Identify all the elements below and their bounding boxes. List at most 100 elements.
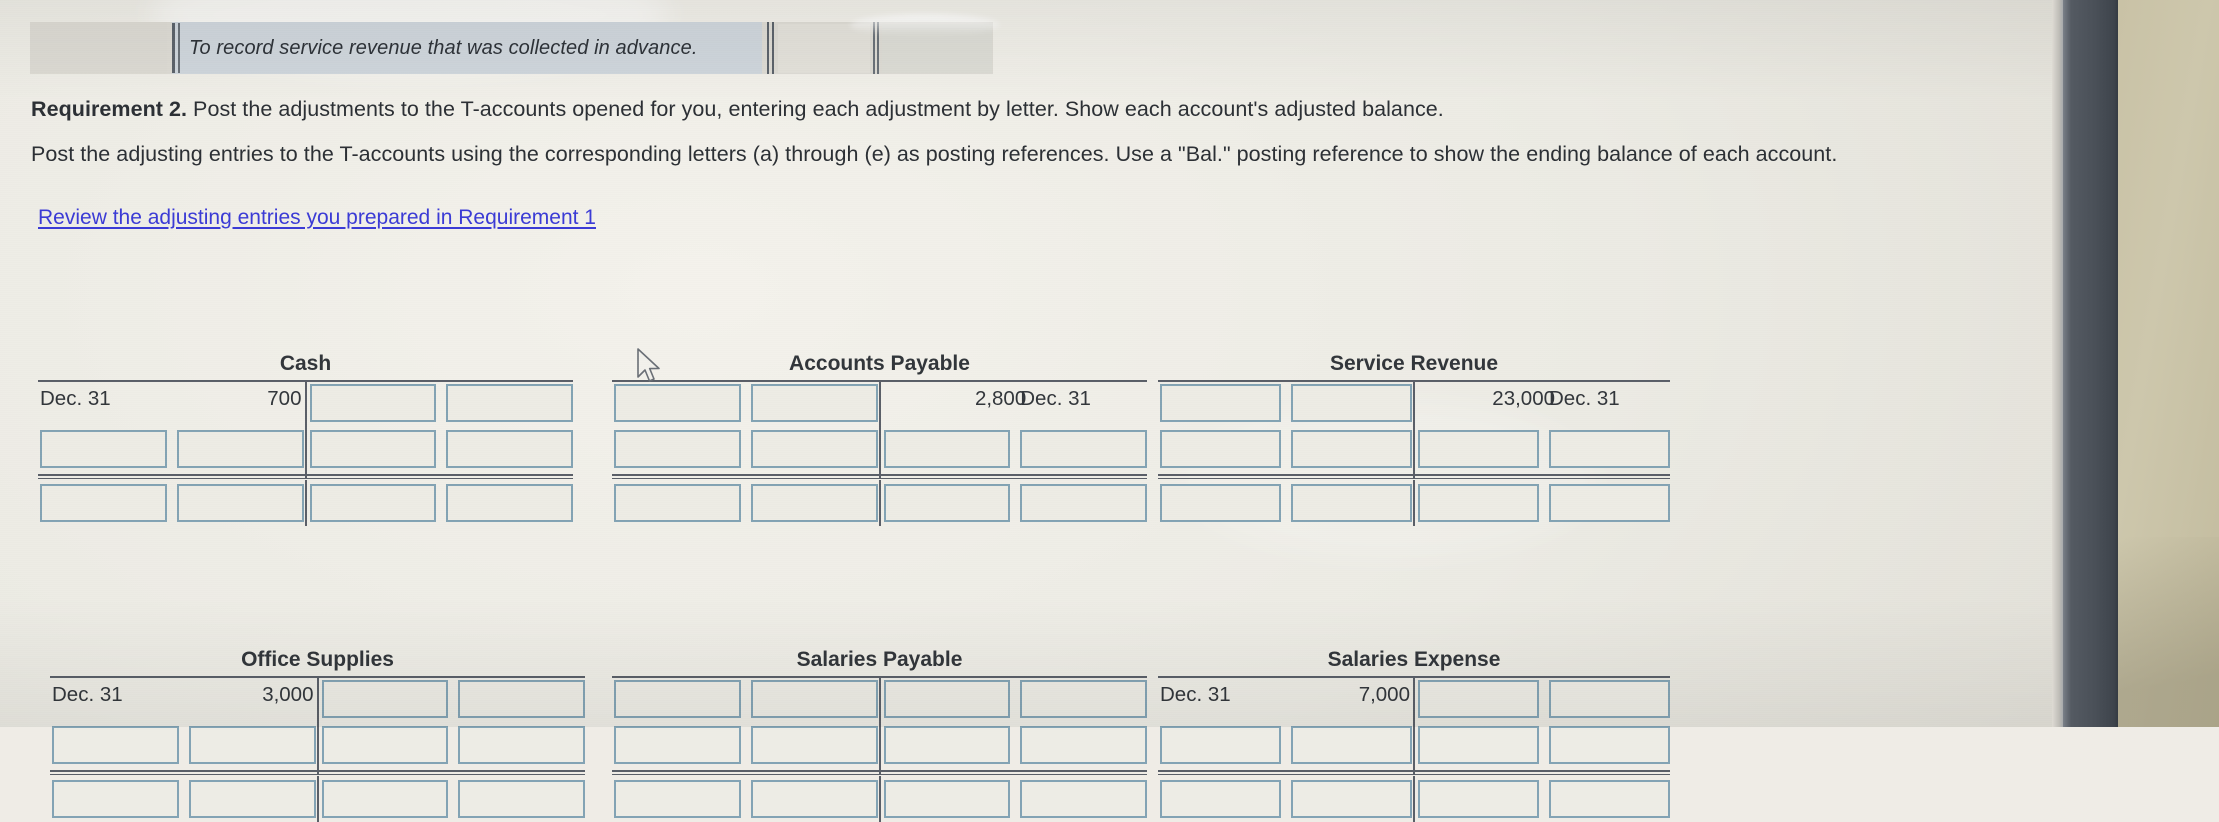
t-account-balance-rule (38, 474, 573, 476)
t-account-credit-ref-input[interactable] (1020, 726, 1147, 764)
t-account-debit-ref-input[interactable] (614, 384, 741, 422)
t-account-credit-amount-input[interactable] (309, 384, 437, 422)
t-account-credit-ref-input[interactable] (446, 430, 573, 468)
t-account-debit-amount-input[interactable] (1291, 384, 1412, 422)
t-account-top-rule (612, 380, 1147, 382)
t-account-credit-amount-input[interactable] (1418, 430, 1539, 468)
t-account-balance-credit-amount-input[interactable] (1418, 780, 1539, 818)
t-account-balance-credit-amount-input[interactable] (883, 780, 1011, 818)
t-account-debit-ref-input[interactable] (614, 430, 741, 468)
t-account-balance-credit-amount-input[interactable] (883, 484, 1011, 522)
t-account-debit-amount: 700 (267, 387, 302, 410)
t-account-body: Dec. 31 700 (38, 382, 573, 526)
t-account-body (612, 678, 1147, 822)
t-account-credit-ref-input[interactable] (446, 384, 573, 422)
t-account-credit-amount: 23,000 (1492, 387, 1555, 410)
journal-rule-3b (877, 22, 879, 74)
t-account-balance-credit-ref-input[interactable] (1020, 780, 1147, 818)
t-account: Salaries Payable (612, 648, 1147, 822)
t-account-debit-amount-input[interactable] (176, 430, 304, 468)
t-account-debit-amount-input[interactable] (750, 430, 878, 468)
t-account-center-rule-lower (304, 480, 307, 526)
t-account-debit-ref-input[interactable] (614, 726, 741, 764)
t-account-title: Salaries Payable (796, 648, 963, 671)
t-account-balance-rule (612, 774, 1147, 775)
journal-rule-2b (772, 22, 774, 74)
t-account-balance-rule (1158, 774, 1670, 775)
t-account-balance-rule (50, 770, 585, 772)
t-account-balance-credit-ref-input[interactable] (1549, 780, 1670, 818)
t-account-balance-ref-input[interactable] (614, 484, 741, 522)
t-account-debit-amount-input[interactable] (1291, 430, 1412, 468)
t-account-credit-ref-input[interactable] (1549, 430, 1670, 468)
t-account-balance-ref-input[interactable] (40, 484, 167, 522)
requirement-2-paragraph: Requirement 2. Post the adjustments to t… (31, 95, 2011, 123)
t-account-balance-ref-input[interactable] (614, 780, 741, 818)
t-account-debit-amount-input[interactable] (750, 384, 878, 422)
t-account-balance-credit-ref-input[interactable] (1020, 484, 1147, 522)
t-account-debit-ref-input[interactable] (52, 726, 179, 764)
t-account-balance-amount-input[interactable] (750, 484, 878, 522)
t-account-debit-amount-input[interactable] (188, 726, 316, 764)
t-account-title: Salaries Expense (1327, 648, 1501, 671)
requirement-2-label: Requirement 2. (31, 97, 188, 121)
t-account-balance-credit-ref-input[interactable] (446, 484, 573, 522)
t-account-credit-amount-input[interactable] (883, 680, 1011, 718)
t-account-title: Cash (279, 352, 332, 375)
t-account-debit-date: Dec. 31 (52, 683, 123, 706)
t-account-debit-amount-input[interactable] (1291, 726, 1412, 764)
t-account-credit-amount-input[interactable] (1418, 726, 1539, 764)
t-account-debit-ref-input[interactable] (1160, 430, 1281, 468)
t-account-balance-amount-input[interactable] (176, 484, 304, 522)
t-account-debit-amount-input[interactable] (750, 726, 878, 764)
t-account-debit-ref-input[interactable] (1160, 726, 1281, 764)
t-account-debit-ref-input[interactable] (40, 430, 167, 468)
t-account-title: Service Revenue (1329, 352, 1499, 375)
t-account-credit-ref-input[interactable] (1020, 680, 1147, 718)
t-account-credit-ref-input[interactable] (458, 680, 585, 718)
t-account-balance-ref-input[interactable] (1160, 780, 1281, 818)
t-account-balance-credit-amount-input[interactable] (1418, 484, 1539, 522)
t-account-balance-ref-input[interactable] (1160, 484, 1281, 522)
background-wall (2118, 0, 2219, 727)
t-account-balance-rule (1158, 474, 1670, 476)
t-account-credit-ref-input[interactable] (1020, 430, 1147, 468)
t-account-credit-amount-input[interactable] (321, 726, 449, 764)
t-account-balance-amount-input[interactable] (188, 780, 316, 818)
t-account-balance-amount-input[interactable] (1291, 780, 1412, 818)
t-account-center-rule (1413, 382, 1415, 478)
journal-rule-3 (873, 22, 875, 74)
monitor-edge-highlight (2052, 0, 2065, 727)
t-account: Office Supplies Dec. 31 3,000 (50, 648, 585, 822)
t-account-center-rule-lower (1413, 776, 1415, 822)
t-account-credit-ref-input[interactable] (458, 726, 585, 764)
journal-rule-2 (767, 22, 769, 74)
t-account-credit-amount-input[interactable] (883, 430, 1011, 468)
t-account: Service Revenue 23,000 Dec. 31 (1158, 352, 1670, 526)
t-account-center-rule (304, 382, 307, 478)
t-account-balance-credit-amount-input[interactable] (309, 484, 437, 522)
t-account-top-rule (50, 676, 585, 678)
t-account-credit-amount-input[interactable] (309, 430, 437, 468)
t-account-credit-ref-input[interactable] (1549, 726, 1670, 764)
t-account-debit-amount: 7,000 (1358, 683, 1410, 706)
t-account-top-rule (1158, 676, 1670, 678)
t-account-debit-ref-input[interactable] (1160, 384, 1281, 422)
t-account-debit-amount-input[interactable] (750, 680, 878, 718)
t-account-balance-credit-amount-input[interactable] (321, 780, 449, 818)
t-account-balance-amount-input[interactable] (1291, 484, 1412, 522)
t-account-balance-ref-input[interactable] (52, 780, 179, 818)
t-account-balance-amount-input[interactable] (750, 780, 878, 818)
t-account-credit-amount-input[interactable] (883, 726, 1011, 764)
t-account-balance-rule (612, 474, 1147, 476)
journal-debit-cell[interactable] (778, 24, 870, 73)
review-adjusting-entries-link[interactable]: Review the adjusting entries you prepare… (38, 206, 596, 229)
t-account-credit-amount-input[interactable] (321, 680, 449, 718)
t-account-top-rule (1158, 380, 1670, 382)
t-account-credit-amount-input[interactable] (1418, 680, 1539, 718)
t-account-balance-credit-ref-input[interactable] (458, 780, 585, 818)
t-account-center-rule (878, 382, 881, 478)
t-account-balance-credit-ref-input[interactable] (1549, 484, 1670, 522)
t-account-credit-ref-input[interactable] (1549, 680, 1670, 718)
t-account-debit-ref-input[interactable] (614, 680, 741, 718)
